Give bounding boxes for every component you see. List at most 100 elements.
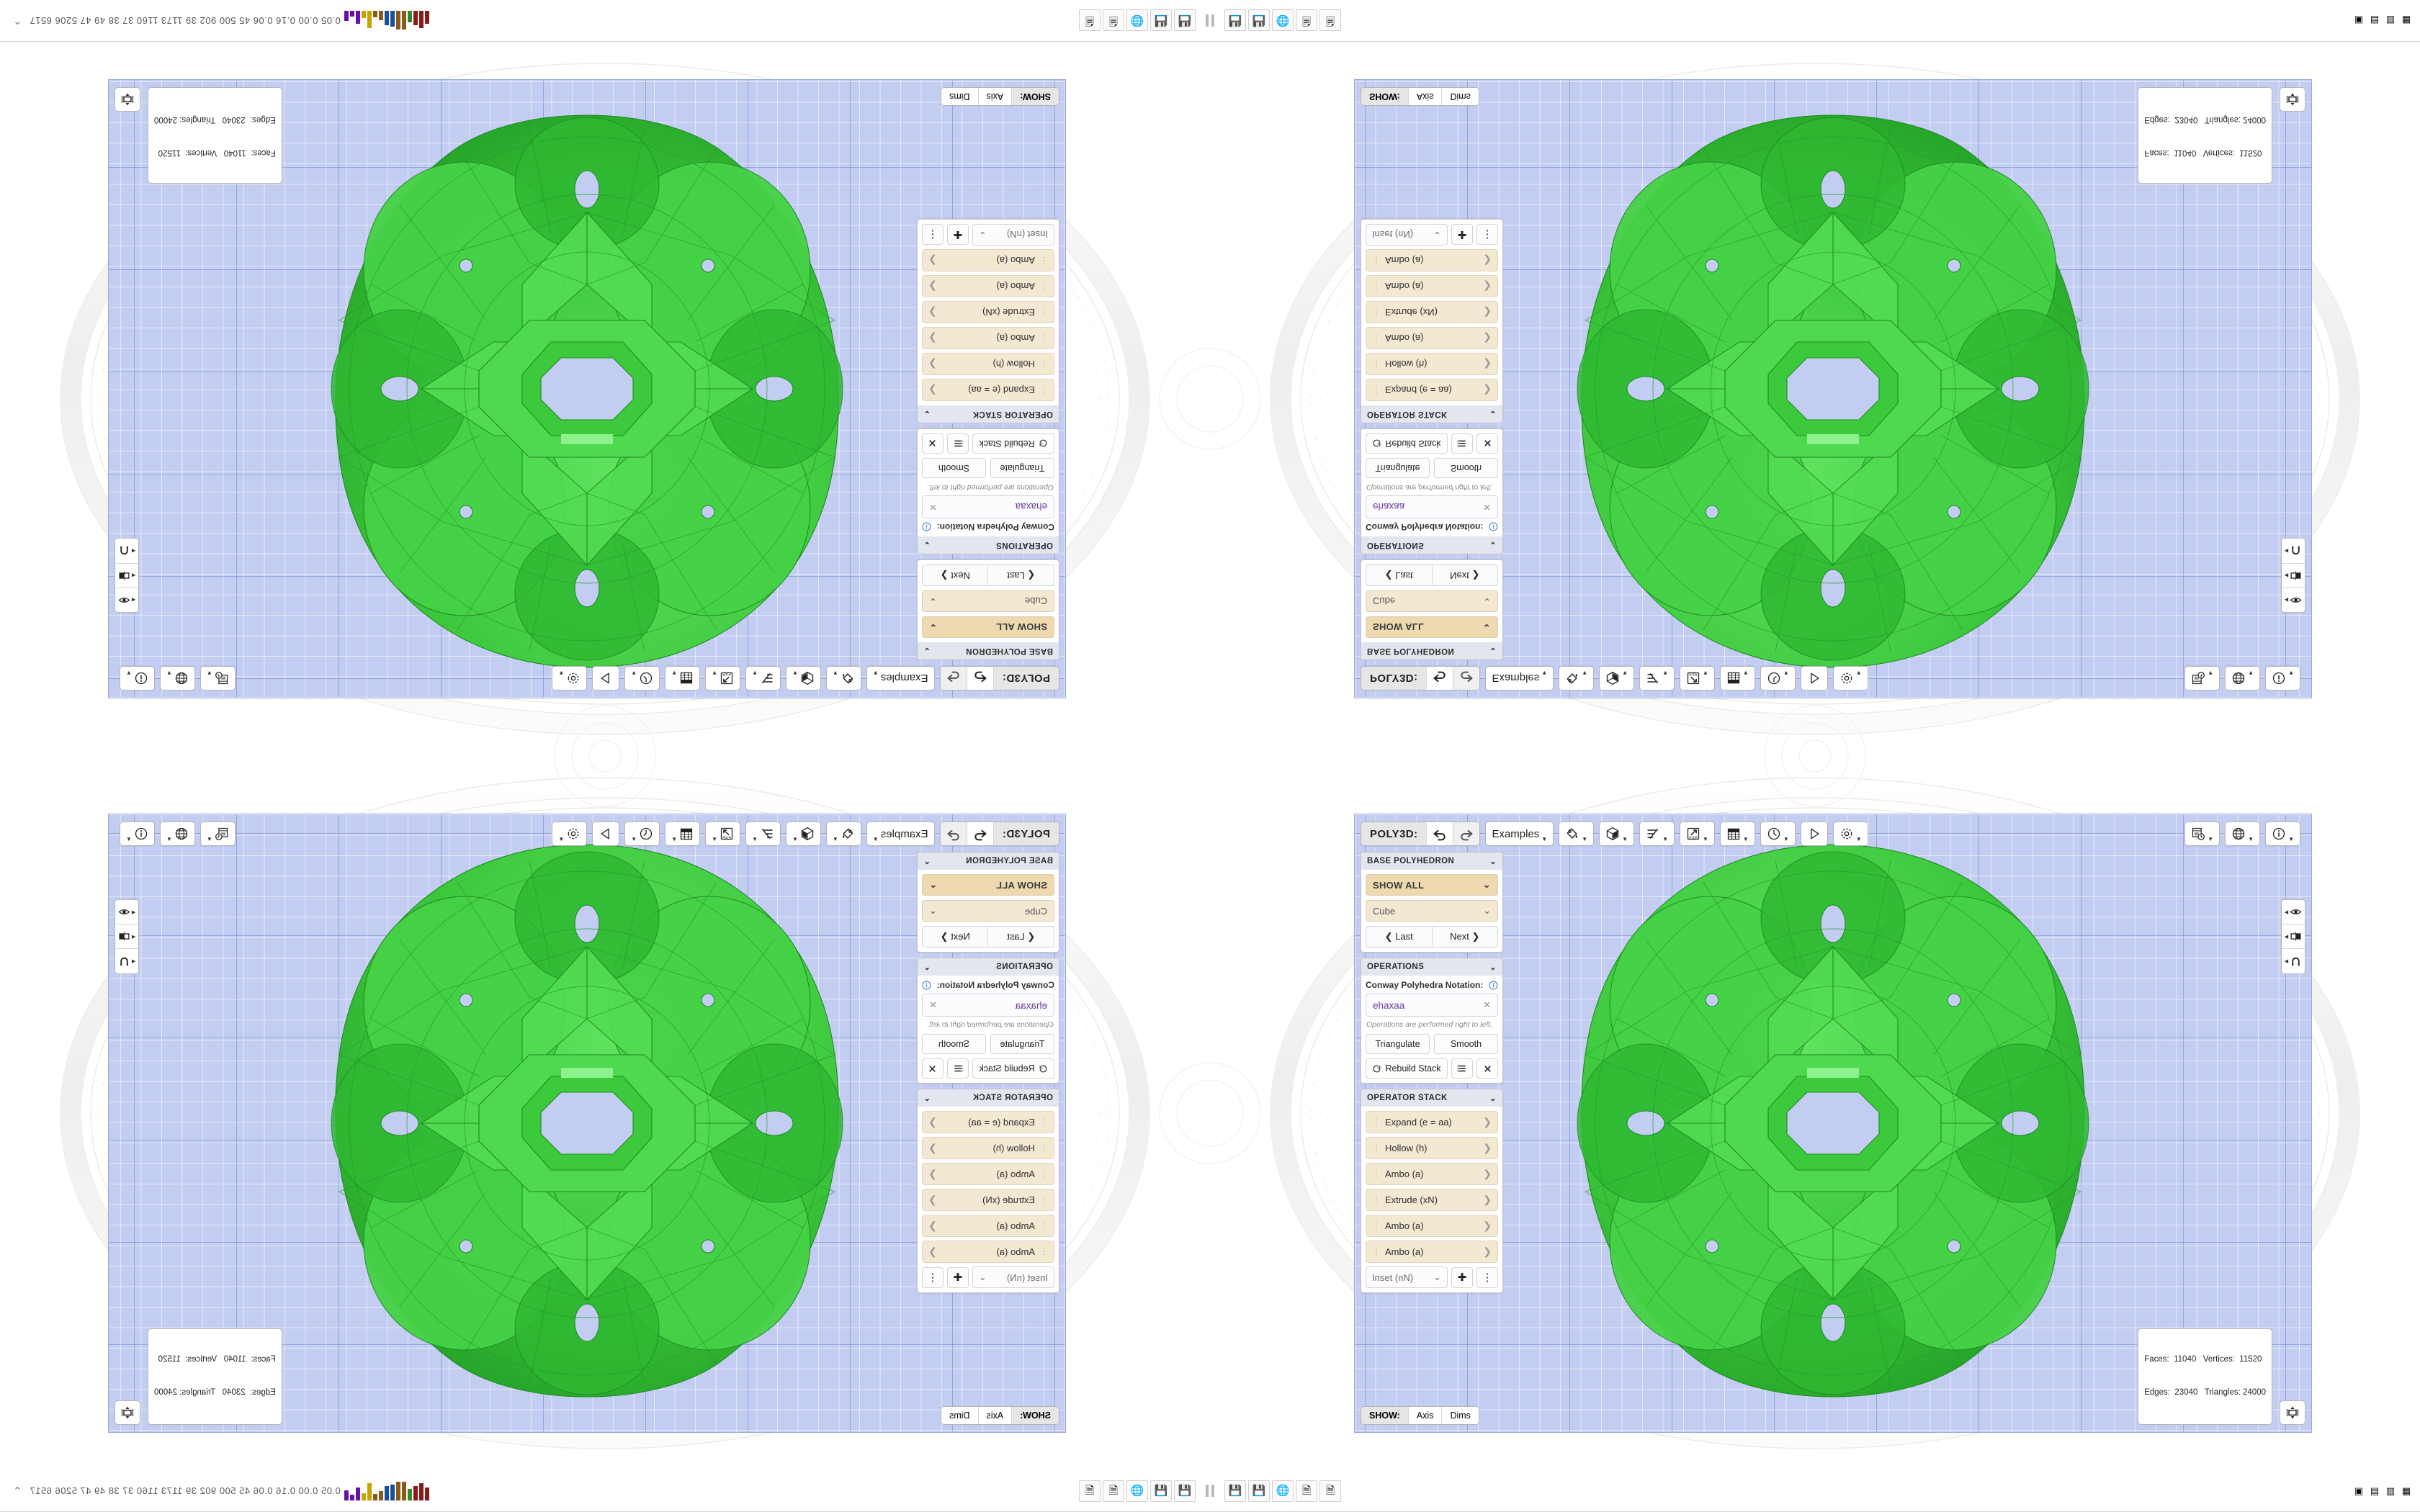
polyhedron-model[interactable] — [1559, 104, 2107, 673]
contrast-toggle-button[interactable]: ◀ — [2282, 924, 2305, 949]
table-button[interactable]: ▼ — [666, 667, 700, 690]
operator-type-select[interactable]: Inset (nN) ⌄ — [1366, 1266, 1448, 1288]
table-button[interactable]: ▼ — [1720, 822, 1754, 845]
export-group[interactable]: EXP ▼ — [705, 822, 741, 846]
operations-header[interactable]: OPERATIONS ⌄ — [1361, 536, 1502, 554]
app-icon[interactable]: ▦ — [2401, 15, 2411, 26]
app-icon[interactable]: ▥ — [2385, 15, 2396, 26]
chevron-right-icon[interactable]: ❯ — [928, 255, 937, 266]
drag-handle-icon[interactable]: ⋮ — [1372, 359, 1380, 370]
history-group[interactable]: ▼ — [2184, 666, 2220, 690]
next-button[interactable]: Next ❯ — [923, 927, 988, 947]
last-button[interactable]: ❮ Last — [1366, 565, 1433, 585]
magnet-snap-button[interactable]: ◀ — [115, 949, 138, 973]
chevron-right-icon[interactable]: ❯ — [1483, 1142, 1492, 1153]
drag-handle-icon[interactable]: ⋮ — [1372, 333, 1380, 344]
polyhedron-select[interactable]: Cube ⌄ — [922, 590, 1054, 612]
operator-menu-button[interactable]: ⋮ — [922, 224, 944, 246]
fit-to-view-button[interactable] — [2280, 87, 2305, 112]
add-operator-button[interactable]: ✚ — [947, 224, 969, 246]
chevron-down-icon[interactable]: ⌄ — [923, 409, 931, 418]
list-item[interactable]: ⋮ Ambo (a) ❯ — [1366, 275, 1498, 297]
drag-handle-icon[interactable]: ⋮ — [1372, 1116, 1381, 1127]
play-group[interactable] — [592, 822, 620, 846]
history-group[interactable]: ▼ — [200, 822, 236, 846]
notation-input[interactable]: ehaxaa ✕ — [922, 495, 1054, 518]
rebuild-stack-button[interactable]: Rebuild Stack — [1366, 433, 1448, 454]
chevron-right-icon[interactable]: ❯ — [1483, 1168, 1492, 1179]
app-icon[interactable]: ▣ — [2354, 1485, 2364, 1496]
save-blue-icon[interactable]: 💾 — [1150, 9, 1172, 32]
list-item[interactable]: ⋮ Expand (e = aa) ❯ — [1366, 1111, 1498, 1133]
edit-lines-button[interactable]: ▼ — [746, 822, 780, 845]
operator-menu-button[interactable]: ⋮ — [1476, 1266, 1498, 1288]
add-operator-row[interactable]: Inset (nN) ⌄ ✚ ⋮ — [922, 224, 1054, 246]
triangulate-button[interactable]: Triangulate — [990, 1034, 1054, 1054]
chevron-right-icon[interactable]: ❯ — [1483, 1246, 1492, 1257]
save-blue-icon[interactable]: 💾 — [1150, 1480, 1172, 1502]
notepad-icon[interactable]: 🗎 — [1319, 9, 1341, 32]
add-operator-button[interactable]: ✚ — [947, 1266, 969, 1288]
viewport-top-right[interactable]: POLY3D: Examples ▼ — [1210, 42, 2420, 756]
info-button[interactable]: ▼ — [120, 822, 154, 845]
chevron-up-icon[interactable]: ⌃ — [13, 14, 22, 27]
control-panel[interactable]: BASE POLYHEDRON ⌄ SHOW ALL ⌄ Cube ⌄ — [1361, 214, 1503, 660]
list-view-button[interactable] — [947, 1058, 969, 1079]
chevron-right-icon[interactable]: ❯ — [1483, 255, 1492, 266]
globe-group[interactable]: ▼ — [159, 666, 195, 690]
clock-group[interactable]: ▼ — [624, 822, 660, 846]
poly3d-window[interactable]: POLY3D: Examples ▼ — [1354, 814, 2312, 1433]
edit-lines-group[interactable]: ▼ — [745, 822, 781, 846]
info-group[interactable]: ▼ — [2265, 822, 2300, 846]
contrast-toggle-button[interactable]: ◀ — [2282, 563, 2305, 588]
drag-handle-icon[interactable]: ⋮ — [1040, 256, 1048, 266]
add-operator-row[interactable]: Inset (nN) ⌄ ✚ ⋮ — [1366, 1266, 1498, 1288]
chevron-down-icon[interactable]: ⌄ — [1489, 963, 1497, 972]
notepad-icon[interactable]: 🗎 — [1103, 9, 1124, 32]
fit-to-view-button[interactable] — [2280, 1400, 2305, 1425]
undo-button[interactable] — [1427, 667, 1454, 690]
list-item[interactable]: ⋮ Ambo (a) ❯ — [922, 249, 1054, 271]
globe-button[interactable]: ▼ — [2226, 822, 2260, 845]
triangulate-button[interactable]: Triangulate — [990, 458, 1054, 478]
base-polyhedron-card[interactable]: BASE POLYHEDRON ⌄ SHOW ALL ⌄ Cube ⌄ — [917, 559, 1059, 660]
paint-group[interactable]: ▼ — [825, 666, 861, 690]
cube-group[interactable]: ▼ — [785, 822, 821, 846]
drag-handle-icon[interactable]: ⋮ — [1040, 1116, 1048, 1127]
play-group[interactable] — [592, 666, 620, 690]
pause-icon[interactable] — [1206, 14, 1214, 27]
list-item[interactable]: ⋮ Hollow (h) ❯ — [922, 353, 1054, 375]
chevron-right-icon[interactable]: ❯ — [1483, 333, 1492, 344]
os-top-taskbar[interactable]: 🗎 🗎 🌐 💾 💾 💾 💾 🌐 🗎 🗎 — [1079, 0, 1341, 41]
show-all-dropdown[interactable]: SHOW ALL ⌄ — [1366, 616, 1498, 638]
operator-type-select[interactable]: Inset (nN) ⌄ — [972, 1266, 1054, 1288]
list-item[interactable]: ⋮ Extrude (xN) ❯ — [922, 1189, 1054, 1211]
drag-handle-icon[interactable]: ⋮ — [1040, 307, 1048, 318]
list-item[interactable]: ⋮ Ambo (a) ❯ — [1366, 1163, 1498, 1185]
drag-handle-icon[interactable]: ⋮ — [1040, 359, 1048, 370]
polyhedron-nav[interactable]: ❮ Last Next ❯ — [1366, 926, 1498, 948]
polyhedron-select[interactable]: Cube ⌄ — [1366, 900, 1498, 922]
operations-card[interactable]: OPERATIONS ⌄ Conway Polyhedra Notation: … — [917, 428, 1059, 554]
chevron-right-icon[interactable]: ❯ — [1483, 1194, 1492, 1205]
taskbar-icon-group[interactable]: 🗎 🗎 🌐 💾 💾 — [1079, 9, 1196, 32]
examples-button[interactable]: Examples ▼ — [1486, 822, 1554, 845]
rebuild-row[interactable]: Rebuild Stack — [922, 433, 1054, 454]
clock-group[interactable]: ▼ — [1760, 666, 1796, 690]
clock-button[interactable]: ▼ — [1760, 667, 1795, 690]
save-green-icon[interactable]: 💾 — [1174, 1480, 1196, 1502]
firefox-icon[interactable]: 🌐 — [1272, 9, 1294, 32]
cube-button[interactable]: ▼ — [786, 822, 820, 845]
fit-to-view-button[interactable] — [115, 87, 140, 112]
list-item[interactable]: ⋮ Hollow (h) ❯ — [1366, 1137, 1498, 1159]
history-button[interactable]: ▼ — [2185, 822, 2220, 845]
list-item[interactable]: ⋮ Ambo (a) ❯ — [1366, 1215, 1498, 1237]
chevron-right-icon[interactable]: ❯ — [928, 359, 937, 370]
os-bottom-right-tray[interactable]: ▣ ▤ ▥ ▦ — [2351, 1470, 2414, 1511]
examples-group[interactable]: Examples ▼ — [866, 822, 935, 846]
smooth-button[interactable]: Smooth — [922, 458, 986, 478]
globe-group[interactable]: ▼ — [159, 822, 195, 846]
visibility-toggle-button[interactable]: ◀ — [115, 900, 138, 924]
os-top-right-tray[interactable]: ▣ ▤ ▥ ▦ — [2351, 0, 2414, 41]
edit-lines-button[interactable]: ▼ — [1640, 667, 1674, 690]
